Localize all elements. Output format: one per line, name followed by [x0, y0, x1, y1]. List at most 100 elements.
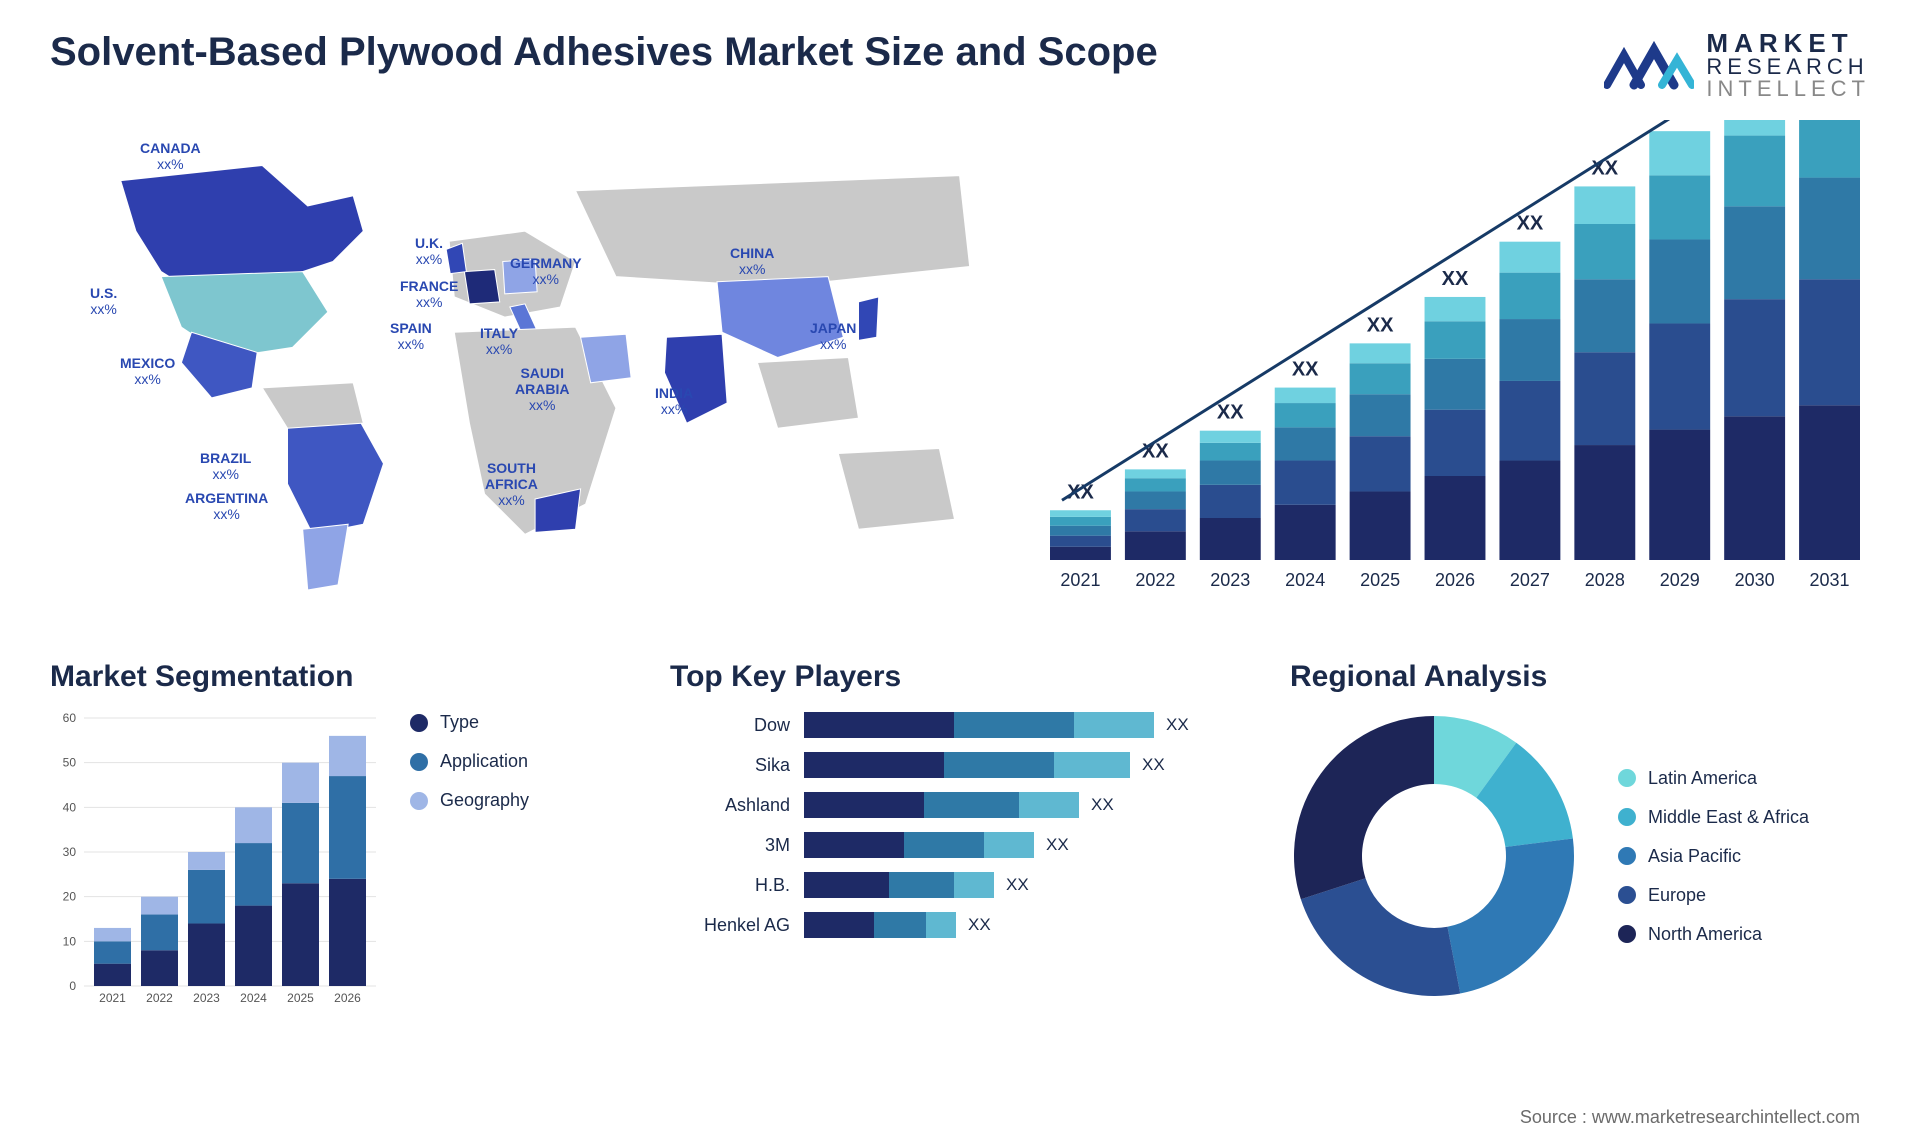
- svg-text:30: 30: [63, 845, 77, 859]
- svg-text:2028: 2028: [1585, 570, 1625, 590]
- legend-label: Type: [440, 712, 479, 733]
- player-row: Sika XX: [670, 752, 1250, 778]
- player-name: H.B.: [670, 875, 790, 896]
- player-bar: [804, 712, 1154, 738]
- regional-title: Regional Analysis: [1290, 660, 1870, 694]
- player-name: 3M: [670, 835, 790, 856]
- player-row: H.B. XX: [670, 872, 1250, 898]
- map-label: U.S.xx%: [90, 285, 117, 317]
- player-value: XX: [1006, 875, 1029, 895]
- player-row: Ashland XX: [670, 792, 1250, 818]
- legend-label: Middle East & Africa: [1648, 807, 1809, 828]
- map-label: SOUTHAFRICAxx%: [485, 460, 538, 508]
- top-row: CANADAxx%U.S.xx%MEXICOxx%BRAZILxx%ARGENT…: [50, 120, 1870, 620]
- svg-text:20: 20: [63, 890, 77, 904]
- svg-text:2024: 2024: [1285, 570, 1325, 590]
- legend-row: Europe: [1618, 885, 1809, 906]
- players-panel: Top Key Players Dow XX Sika XX Ashland X…: [670, 660, 1250, 1080]
- svg-text:60: 60: [63, 712, 77, 725]
- map-label: INDIAxx%: [655, 385, 693, 417]
- svg-text:XX: XX: [1367, 314, 1394, 336]
- svg-text:40: 40: [63, 800, 77, 814]
- legend-swatch-icon: [1618, 769, 1636, 787]
- svg-text:2026: 2026: [334, 991, 361, 1005]
- world-map: CANADAxx%U.S.xx%MEXICOxx%BRAZILxx%ARGENT…: [50, 120, 1000, 620]
- legend-swatch-icon: [1618, 847, 1636, 865]
- player-value: XX: [1166, 715, 1189, 735]
- map-label: U.K.xx%: [415, 235, 443, 267]
- player-row: 3M XX: [670, 832, 1250, 858]
- svg-text:2030: 2030: [1735, 570, 1775, 590]
- player-bar: [804, 872, 994, 898]
- svg-text:2021: 2021: [1060, 570, 1100, 590]
- legend-label: Europe: [1648, 885, 1706, 906]
- legend-swatch-icon: [1618, 808, 1636, 826]
- map-label: BRAZILxx%: [200, 450, 251, 482]
- svg-text:XX: XX: [1292, 359, 1319, 381]
- svg-text:2022: 2022: [1135, 570, 1175, 590]
- player-bar: [804, 912, 956, 938]
- svg-text:0: 0: [69, 979, 76, 993]
- map-label: CANADAxx%: [140, 140, 201, 172]
- legend-swatch-icon: [1618, 925, 1636, 943]
- brand-logo: MARKET RESEARCH INTELLECT: [1604, 30, 1870, 100]
- player-value: XX: [1046, 835, 1069, 855]
- map-label: SAUDIARABIAxx%: [515, 365, 569, 413]
- legend-swatch-icon: [1618, 886, 1636, 904]
- svg-text:2025: 2025: [287, 991, 314, 1005]
- map-label: ARGENTINAxx%: [185, 490, 268, 522]
- player-row: Dow XX: [670, 712, 1250, 738]
- legend-label: North America: [1648, 924, 1762, 945]
- legend-label: Asia Pacific: [1648, 846, 1741, 867]
- player-value: XX: [1091, 795, 1114, 815]
- player-name: Dow: [670, 715, 790, 736]
- legend-label: Latin America: [1648, 768, 1757, 789]
- source-attribution: Source : www.marketresearchintellect.com: [1520, 1107, 1860, 1128]
- segmentation-title: Market Segmentation: [50, 660, 630, 694]
- players-title: Top Key Players: [670, 660, 1250, 694]
- svg-text:XX: XX: [1666, 120, 1693, 124]
- player-name: Sika: [670, 755, 790, 776]
- svg-text:2022: 2022: [146, 991, 173, 1005]
- player-name: Henkel AG: [670, 915, 790, 936]
- regional-panel: Regional Analysis Latin America Middle Ea…: [1290, 660, 1870, 1080]
- svg-text:XX: XX: [1517, 213, 1544, 235]
- svg-text:2023: 2023: [193, 991, 220, 1005]
- segmentation-chart-svg: 0102030405060202120222023202420252026: [50, 712, 380, 1012]
- forecast-chart: XX2021XX2022XX2023XX2024XX2025XX2026XX20…: [1040, 120, 1870, 620]
- player-bar: [804, 832, 1034, 858]
- legend-row: Middle East & Africa: [1618, 807, 1809, 828]
- svg-text:XX: XX: [1142, 440, 1169, 462]
- legend-row: Application: [410, 751, 529, 772]
- player-value: XX: [1142, 755, 1165, 775]
- legend-swatch-icon: [410, 714, 428, 732]
- player-bar: [804, 752, 1130, 778]
- header: Solvent-Based Plywood Adhesives Market S…: [50, 30, 1870, 100]
- map-label: FRANCExx%: [400, 278, 458, 310]
- map-label: GERMANYxx%: [510, 255, 582, 287]
- page-title: Solvent-Based Plywood Adhesives Market S…: [50, 30, 1158, 75]
- svg-text:XX: XX: [1217, 402, 1244, 424]
- svg-text:2029: 2029: [1660, 570, 1700, 590]
- svg-text:2025: 2025: [1360, 570, 1400, 590]
- player-name: Ashland: [670, 795, 790, 816]
- legend-label: Geography: [440, 790, 529, 811]
- svg-text:2024: 2024: [240, 991, 267, 1005]
- legend-row: North America: [1618, 924, 1809, 945]
- player-bar: [804, 792, 1079, 818]
- logo-mark-icon: [1604, 35, 1694, 95]
- segmentation-panel: Market Segmentation 01020304050602021202…: [50, 660, 630, 1080]
- regional-donut-svg: [1290, 712, 1578, 1000]
- legend-label: Application: [440, 751, 528, 772]
- logo-text: MARKET RESEARCH INTELLECT: [1706, 30, 1870, 100]
- legend-row: Geography: [410, 790, 529, 811]
- player-row: Henkel AG XX: [670, 912, 1250, 938]
- svg-text:50: 50: [63, 756, 77, 770]
- svg-text:10: 10: [63, 934, 77, 948]
- svg-text:2031: 2031: [1810, 570, 1850, 590]
- map-label: CHINAxx%: [730, 245, 774, 277]
- svg-text:2026: 2026: [1435, 570, 1475, 590]
- map-label: SPAINxx%: [390, 320, 432, 352]
- segmentation-legend: Type Application Geography: [410, 712, 529, 811]
- map-label: ITALYxx%: [480, 325, 518, 357]
